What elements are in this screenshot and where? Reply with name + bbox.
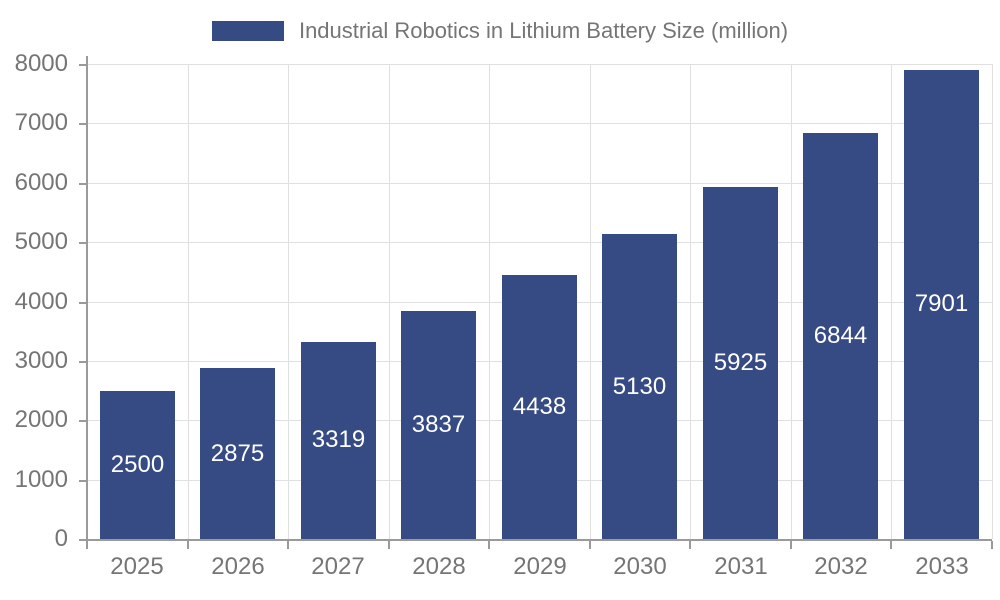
x-axis-tick — [890, 541, 892, 549]
bar — [703, 187, 778, 539]
x-axis-tick-label: 2029 — [513, 553, 567, 580]
gridline-vertical — [791, 64, 792, 539]
gridline-vertical — [690, 64, 691, 539]
bar-value-label: 5925 — [713, 349, 768, 376]
bar — [301, 342, 376, 539]
x-axis-tick-label: 2030 — [613, 553, 667, 580]
y-axis-tick — [79, 480, 87, 482]
x-axis-tick — [991, 541, 993, 549]
y-axis-tick — [79, 420, 87, 422]
y-axis-tick-label: 5000 — [14, 228, 68, 255]
bar — [502, 275, 577, 539]
x-axis-tick — [488, 541, 490, 549]
y-axis-tick-label: 7000 — [14, 109, 68, 136]
bar-value-label: 3837 — [411, 411, 466, 438]
gridline-horizontal — [87, 123, 992, 124]
bar-value-label: 3319 — [311, 426, 366, 453]
chart-legend[interactable]: Industrial Robotics in Lithium Battery S… — [0, 14, 1000, 48]
gridline-vertical — [891, 64, 892, 539]
y-axis-line — [86, 56, 88, 547]
bar — [200, 368, 275, 539]
x-axis-tick-label: 2025 — [110, 553, 164, 580]
x-axis-tick — [589, 541, 591, 549]
x-axis-tick-label: 2028 — [412, 553, 466, 580]
x-axis-tick — [689, 541, 691, 549]
gridline-vertical — [992, 64, 993, 539]
gridline-horizontal — [87, 64, 992, 65]
y-axis-tick-label: 4000 — [14, 288, 68, 315]
gridline-vertical — [389, 64, 390, 539]
y-axis-tick — [79, 302, 87, 304]
gridline-vertical — [188, 64, 189, 539]
bar-value-label: 2500 — [110, 451, 165, 478]
x-axis-tick-label: 2031 — [714, 553, 768, 580]
y-axis-tick — [79, 183, 87, 185]
y-axis-tick — [79, 361, 87, 363]
y-axis-tick — [79, 64, 87, 66]
bar — [904, 70, 979, 539]
y-axis-tick-label: 0 — [54, 525, 68, 552]
bar — [401, 311, 476, 539]
x-axis-tick — [287, 541, 289, 549]
bar — [602, 234, 677, 539]
x-axis-tick — [388, 541, 390, 549]
y-axis-tick-label: 2000 — [14, 406, 68, 433]
y-axis-tick-label: 8000 — [14, 50, 68, 77]
bar — [100, 391, 175, 539]
bar — [803, 133, 878, 539]
gridline-horizontal — [87, 242, 992, 243]
y-axis-tick-label: 1000 — [14, 466, 68, 493]
legend-label: Industrial Robotics in Lithium Battery S… — [298, 18, 789, 43]
y-axis-tick — [79, 123, 87, 125]
legend-swatch-icon — [211, 21, 284, 41]
x-axis-tick-label: 2027 — [311, 553, 365, 580]
x-axis-tick-label: 2026 — [211, 553, 265, 580]
x-axis-tick-label: 2033 — [915, 553, 969, 580]
x-axis-line — [79, 539, 992, 541]
y-axis-tick — [79, 539, 87, 541]
bar-value-label: 6844 — [813, 322, 868, 349]
y-axis-tick — [79, 242, 87, 244]
gridline-vertical — [489, 64, 490, 539]
y-axis-tick-label: 3000 — [14, 347, 68, 374]
x-axis-tick — [187, 541, 189, 549]
x-axis-tick — [790, 541, 792, 549]
gridline-horizontal — [87, 183, 992, 184]
gridline-vertical — [590, 64, 591, 539]
bar-value-label: 5130 — [612, 373, 667, 400]
bar-value-label: 2875 — [210, 440, 265, 467]
bar-value-label: 7901 — [914, 290, 969, 317]
y-axis-tick-label: 6000 — [14, 169, 68, 196]
bar-value-label: 4438 — [512, 393, 567, 420]
x-axis-tick — [86, 541, 88, 549]
x-axis-tick-label: 2032 — [814, 553, 868, 580]
gridline-vertical — [288, 64, 289, 539]
